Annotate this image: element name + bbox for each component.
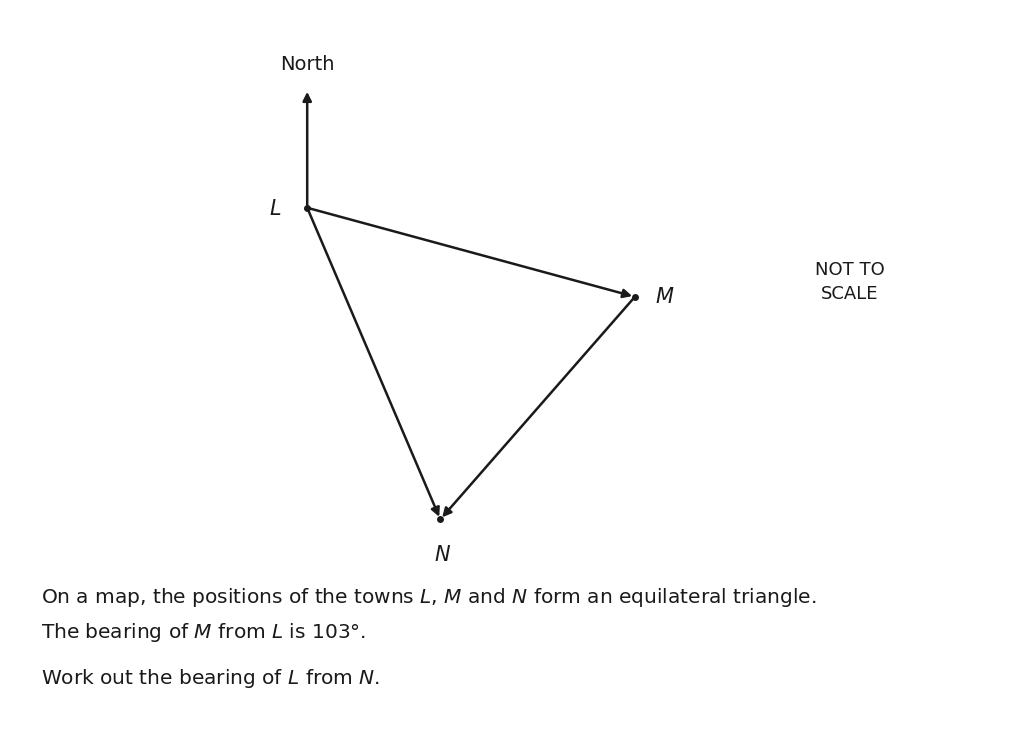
Text: North: North bbox=[280, 55, 335, 74]
Text: On a map, the positions of the towns $L$, $M$ and $N$ form an equilateral triang: On a map, the positions of the towns $L$… bbox=[41, 586, 816, 608]
Text: NOT TO
SCALE: NOT TO SCALE bbox=[815, 261, 885, 303]
Text: $L$: $L$ bbox=[269, 200, 282, 219]
Text: The bearing of $M$ from $L$ is 103°.: The bearing of $M$ from $L$ is 103°. bbox=[41, 621, 367, 643]
Text: $M$: $M$ bbox=[655, 287, 675, 306]
Text: Work out the bearing of $L$ from $N$.: Work out the bearing of $L$ from $N$. bbox=[41, 668, 380, 690]
Text: $N$: $N$ bbox=[434, 545, 451, 565]
